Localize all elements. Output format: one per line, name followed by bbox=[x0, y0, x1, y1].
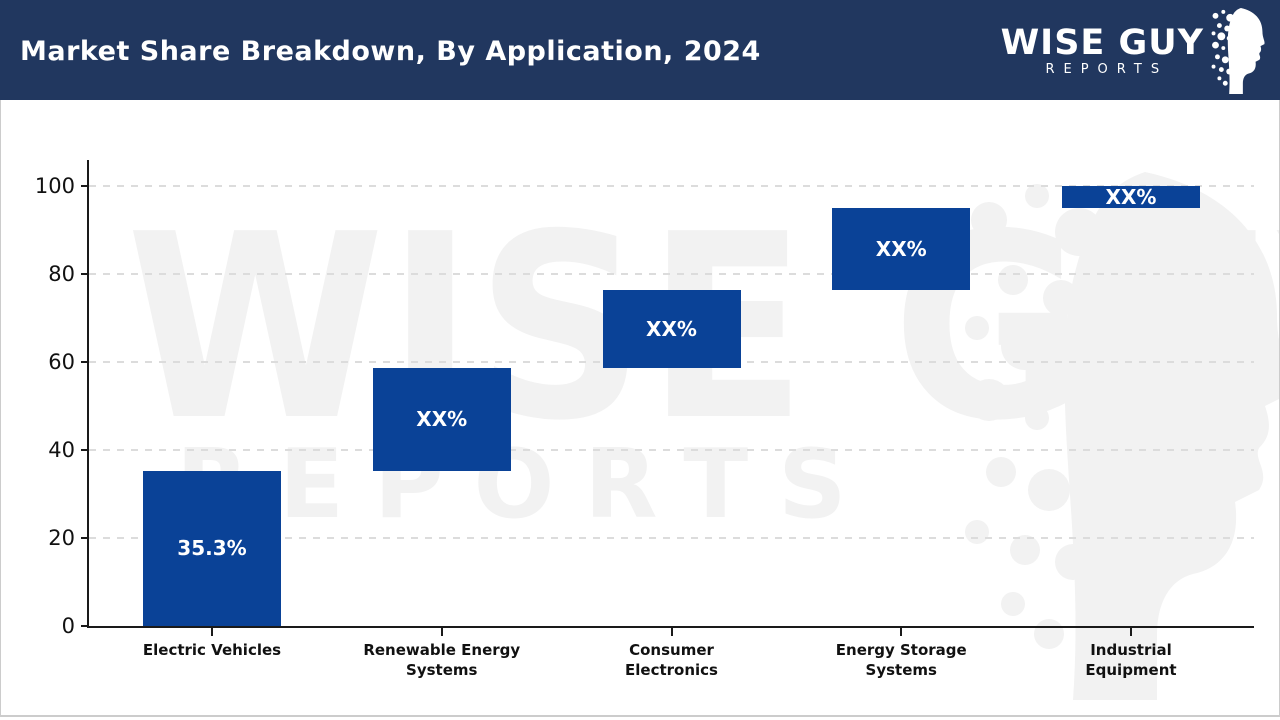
y-tick-label-20: 20 bbox=[48, 526, 75, 550]
y-tick-label-80: 80 bbox=[48, 262, 75, 286]
x-tick-electric-vehicles bbox=[211, 628, 213, 636]
y-tick-label-60: 60 bbox=[48, 350, 75, 374]
x-category-label-energy-storage-systems: Energy Storage Systems bbox=[835, 641, 967, 679]
y-tick-label-40: 40 bbox=[48, 438, 75, 462]
x-axis-line bbox=[87, 626, 1254, 628]
x-tick-energy-storage-systems bbox=[900, 628, 903, 636]
gridline-100 bbox=[89, 185, 1254, 187]
y-tick-0 bbox=[81, 625, 89, 627]
bar-label-renewable-energy-systems: XX% bbox=[416, 407, 468, 432]
y-tick-60 bbox=[81, 361, 89, 363]
y-tick-40 bbox=[81, 449, 89, 451]
brand-logo: WISE GUY REPORTS bbox=[1001, 6, 1268, 94]
bar-label-energy-storage-systems: XX% bbox=[875, 236, 927, 261]
watermark-brand-subname: REPORTS bbox=[176, 430, 877, 540]
watermark-head-profile-icon bbox=[931, 160, 1279, 704]
bar-label-consumer-electronics: XX% bbox=[646, 316, 697, 341]
brand-subname: REPORTS bbox=[1045, 61, 1169, 77]
y-tick-80 bbox=[81, 273, 89, 275]
gridline-40 bbox=[89, 449, 1254, 451]
gridline-20 bbox=[89, 537, 1254, 539]
brand-name: WISE GUY bbox=[1000, 22, 1204, 63]
header-band: Market Share Breakdown, By Application, … bbox=[0, 0, 1280, 100]
page-title: Market Share Breakdown, By Application, … bbox=[20, 36, 761, 67]
y-tick-100 bbox=[81, 185, 89, 187]
y-tick-label-100: 100 bbox=[34, 174, 75, 198]
brand-logo-text: WISE GUY REPORTS bbox=[1001, 24, 1204, 77]
bar-label-industrial-equipment: XX% bbox=[1105, 185, 1157, 209]
x-tick-renewable-energy-systems bbox=[440, 628, 443, 636]
x-category-label-renewable-energy-systems: Renewable Energy Systems bbox=[363, 641, 521, 679]
x-tick-consumer-electronics bbox=[670, 628, 673, 636]
bar-energy-storage-systems: XX% bbox=[832, 208, 971, 290]
x-category-label-consumer-electronics: Consumer Electronics bbox=[625, 641, 718, 679]
bar-electric-vehicles: 35.3% bbox=[143, 470, 281, 626]
y-tick-label-0: 0 bbox=[61, 614, 75, 638]
head-profile-dots-icon bbox=[1206, 6, 1268, 94]
x-tick-industrial-equipment bbox=[1130, 628, 1132, 636]
bar-industrial-equipment: XX% bbox=[1062, 185, 1200, 209]
chart-body: WISE GUY REPORTS 02040608010035.3%Electr… bbox=[0, 100, 1280, 717]
y-axis-line bbox=[87, 160, 89, 628]
plot-area: 0 20 40 60 80 100 35.3% Electric Vehicles XX% Ren… bbox=[1, 100, 1279, 715]
bar-label-electric-vehicles: 35.3% bbox=[177, 536, 247, 561]
gridline-80 bbox=[89, 273, 1254, 275]
x-category-label-electric-vehicles: Electric Vehicles bbox=[142, 641, 282, 659]
bar-renewable-energy-systems: XX% bbox=[372, 368, 511, 471]
bar-consumer-electronics: XX% bbox=[602, 289, 741, 369]
x-category-label-industrial-equipment: Industrial Equipment bbox=[1085, 641, 1177, 679]
y-tick-20 bbox=[81, 537, 89, 539]
